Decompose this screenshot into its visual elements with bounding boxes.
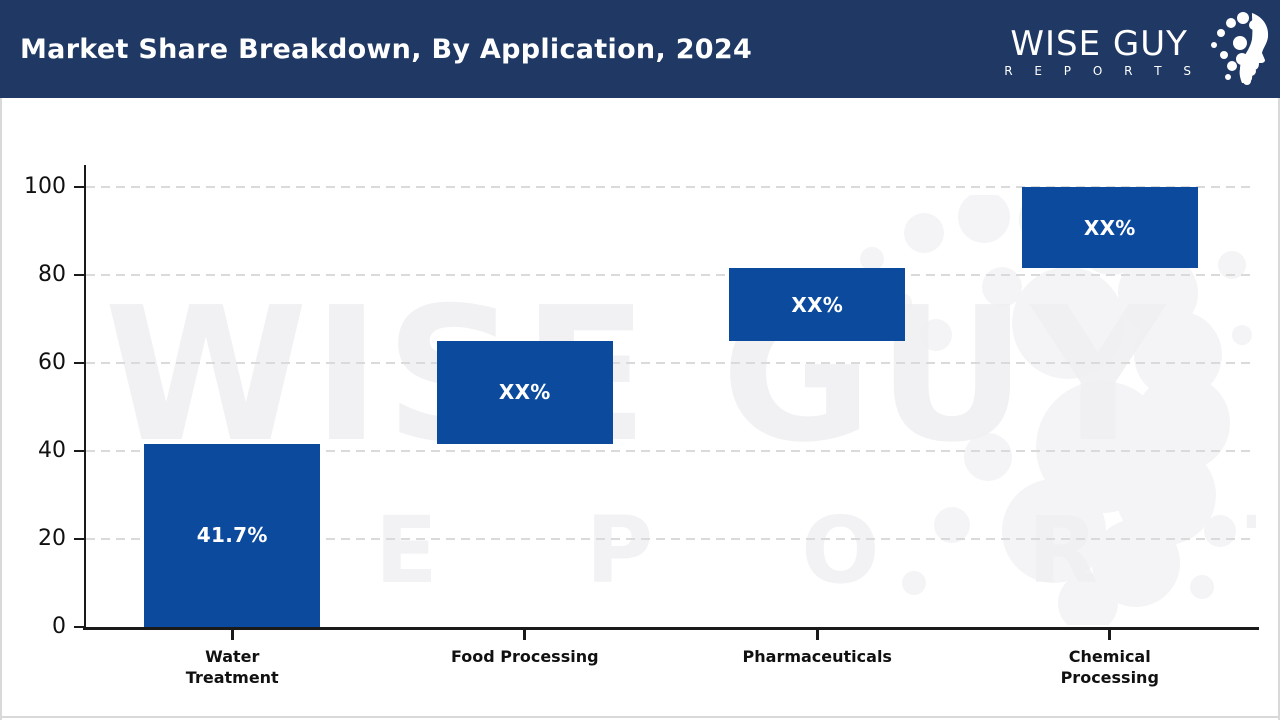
y-gridline xyxy=(86,538,1256,540)
y-gridline xyxy=(86,186,1256,188)
bar-value-label: XX% xyxy=(498,380,551,405)
y-tick-mark xyxy=(74,274,84,276)
brand-subname: R E P O R T S xyxy=(1004,63,1200,78)
brand-logo: WISE GUY R E P O R T S xyxy=(998,9,1280,89)
bar: XX% xyxy=(729,268,906,341)
brand-name: WISE GUY xyxy=(1010,23,1188,64)
y-gridline xyxy=(86,274,1256,276)
x-tick-mark xyxy=(230,630,234,640)
page-border-bottom xyxy=(0,716,1280,718)
y-gridline xyxy=(86,450,1256,452)
brand-text: WISE GUY R E P O R T S xyxy=(998,27,1200,78)
y-gridline xyxy=(86,362,1256,364)
y-axis-tick-label: 40 xyxy=(38,438,66,463)
y-tick-mark xyxy=(74,186,84,188)
x-category-label: Chemical Processing xyxy=(1060,647,1159,687)
y-axis-spine xyxy=(84,165,86,630)
x-tick-mark xyxy=(1108,630,1112,640)
x-tick-mark xyxy=(815,630,819,640)
bar-value-label: XX% xyxy=(791,292,844,317)
x-tick-mark xyxy=(523,630,527,640)
x-axis-spine xyxy=(83,627,1259,630)
bar-value-label: 41.7% xyxy=(196,523,268,548)
y-axis-tick-label: 80 xyxy=(38,262,66,287)
page-title: Market Share Breakdown, By Application, … xyxy=(20,33,753,65)
header-bar: Market Share Breakdown, By Application, … xyxy=(0,0,1280,98)
x-category-label: Food Processing xyxy=(450,647,599,666)
page-border-left xyxy=(0,98,2,720)
x-category-label: Water Treatment xyxy=(185,647,279,687)
chart-area: WISE GUY R E P O R T S 0 20 40 60 80 100 41.7%… xyxy=(0,98,1280,720)
y-axis-tick-label: 60 xyxy=(38,350,66,375)
brand-face-icon xyxy=(1211,12,1269,85)
y-tick-mark xyxy=(74,362,84,364)
y-tick-mark xyxy=(74,538,84,540)
y-tick-mark xyxy=(74,626,84,628)
page-border-right xyxy=(1278,98,1280,720)
y-axis-tick-label: 0 xyxy=(52,614,66,639)
watermark: WISE GUY R E P O R T S xyxy=(86,165,1256,627)
bar-value-label: XX% xyxy=(1083,215,1136,240)
y-axis-tick-label: 100 xyxy=(24,174,66,199)
y-tick-mark xyxy=(74,450,84,452)
x-category-label: Pharmaceuticals xyxy=(742,647,892,666)
bar: XX% xyxy=(436,341,613,444)
plot-area: WISE GUY R E P O R T S xyxy=(86,165,1256,627)
bar: 41.7% xyxy=(144,443,321,627)
y-axis-tick-label: 20 xyxy=(38,526,66,551)
bar: XX% xyxy=(1021,187,1198,269)
